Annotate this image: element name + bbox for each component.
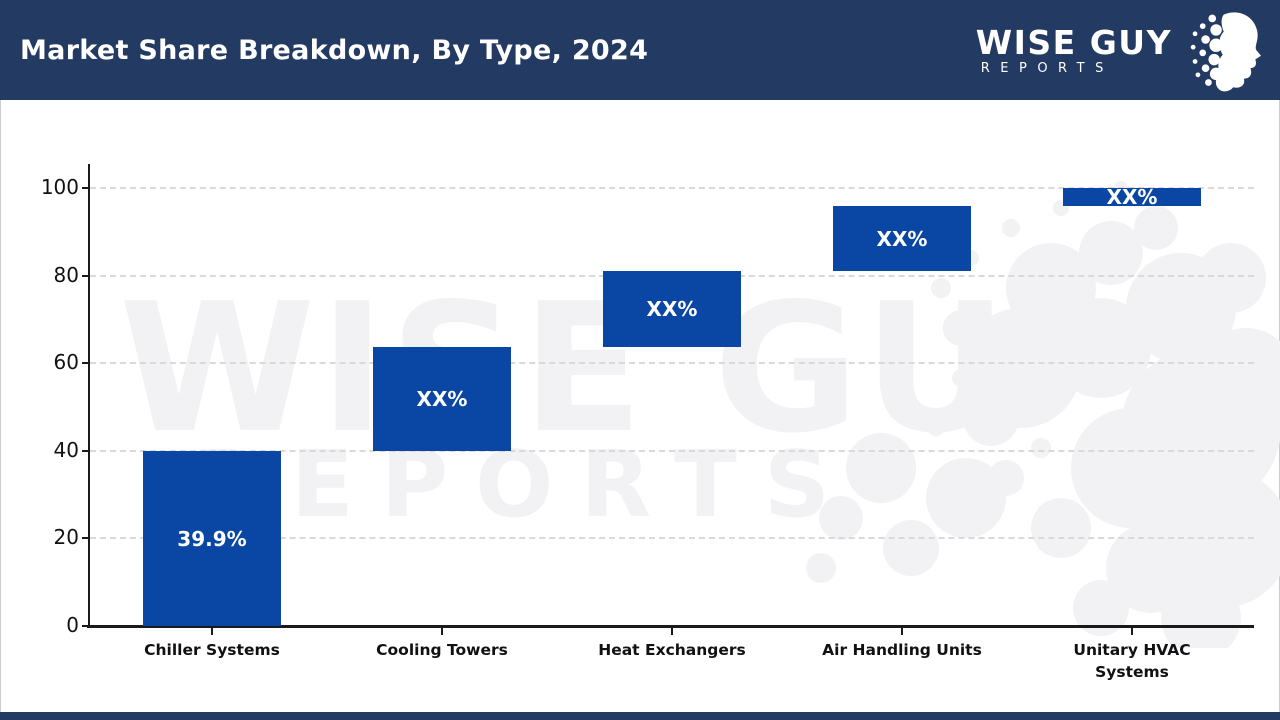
bar-cooling-towers: XX% bbox=[373, 346, 511, 452]
x-axis-tick-mark bbox=[1131, 628, 1133, 635]
y-axis-tick-label: 20 bbox=[53, 525, 79, 550]
x-axis-tick-mark bbox=[211, 628, 213, 635]
x-axis-category-label: Unitary HVAC Systems bbox=[1073, 641, 1191, 681]
y-axis-tick-label: 80 bbox=[53, 262, 79, 287]
x-axis-category-label: Cooling Towers bbox=[376, 641, 508, 659]
y-axis-tick-label: 60 bbox=[53, 350, 79, 375]
x-axis-tick-mark bbox=[441, 628, 443, 635]
gridline-100 bbox=[90, 187, 1254, 189]
bar-value-label: 39.9% bbox=[177, 526, 247, 551]
wise-guy-reports-logo: WISE GUY REPORTS bbox=[976, 7, 1262, 93]
bar-air-handling-units: XX% bbox=[833, 205, 971, 272]
bar-heat-exchangers: XX% bbox=[603, 271, 741, 347]
y-axis-tick-mark bbox=[82, 274, 89, 277]
gridline-20 bbox=[90, 537, 1254, 540]
x-axis-tick-mark bbox=[901, 628, 903, 635]
y-axis-tick-mark bbox=[82, 625, 89, 627]
y-axis-tick-label: 40 bbox=[53, 437, 79, 462]
logo-sub-text: REPORTS bbox=[980, 60, 1114, 76]
gridline-40 bbox=[90, 449, 1254, 452]
gridline-60 bbox=[90, 362, 1254, 365]
bar-value-label: XX% bbox=[416, 386, 468, 411]
page-title: Market Share Breakdown, By Type, 2024 bbox=[20, 34, 649, 66]
bar-value-label: XX% bbox=[876, 226, 928, 251]
x-axis-line bbox=[87, 625, 1254, 628]
logo-name-text: WISE GUY bbox=[975, 22, 1172, 62]
x-axis-category-label: Heat Exchangers bbox=[598, 641, 746, 659]
footer-strip bbox=[0, 712, 1280, 720]
bar-chiller-systems: 39.9% bbox=[143, 451, 281, 626]
logo-text: WISE GUY REPORTS bbox=[976, 26, 1172, 75]
logo-head-icon bbox=[1190, 12, 1261, 92]
y-axis-tick-label: 0 bbox=[66, 613, 79, 637]
bar-value-label: XX% bbox=[646, 296, 698, 321]
y-axis-tick-mark bbox=[82, 449, 89, 452]
y-axis-tick-label: 100 bbox=[40, 175, 79, 199]
x-axis-tick-mark bbox=[671, 628, 673, 635]
y-axis-tick-mark bbox=[82, 537, 89, 540]
x-axis-category-label: Air Handling Units bbox=[822, 641, 982, 659]
bar-value-label: XX% bbox=[1106, 184, 1158, 209]
title-bar: Market Share Breakdown, By Type, 2024 WI… bbox=[0, 0, 1280, 100]
y-axis-line bbox=[88, 164, 90, 628]
y-axis-tick-mark bbox=[82, 187, 89, 189]
y-axis-tick-mark bbox=[82, 362, 89, 365]
bar-unitary-hvac-systems: XX% bbox=[1063, 184, 1201, 209]
x-axis-category-label: Chiller Systems bbox=[144, 641, 280, 659]
